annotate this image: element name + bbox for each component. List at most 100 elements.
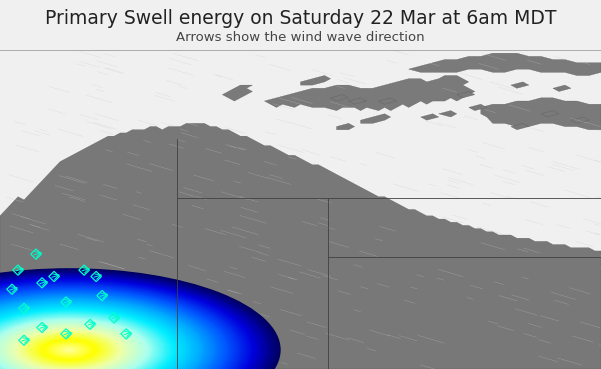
Polygon shape xyxy=(511,82,529,88)
Ellipse shape xyxy=(0,317,153,369)
Polygon shape xyxy=(409,53,601,76)
Polygon shape xyxy=(421,114,439,120)
Ellipse shape xyxy=(0,268,281,369)
Ellipse shape xyxy=(0,323,139,369)
Ellipse shape xyxy=(0,284,240,369)
Ellipse shape xyxy=(0,306,182,369)
Ellipse shape xyxy=(0,310,171,369)
Ellipse shape xyxy=(23,332,115,368)
Ellipse shape xyxy=(0,290,224,369)
Ellipse shape xyxy=(66,349,72,351)
Ellipse shape xyxy=(0,301,196,369)
Ellipse shape xyxy=(0,270,275,369)
Polygon shape xyxy=(264,76,475,111)
Ellipse shape xyxy=(0,272,272,369)
Ellipse shape xyxy=(0,319,148,369)
Ellipse shape xyxy=(11,328,127,369)
Ellipse shape xyxy=(32,336,106,364)
Ellipse shape xyxy=(0,318,151,369)
Polygon shape xyxy=(361,114,391,123)
Ellipse shape xyxy=(0,292,221,369)
Polygon shape xyxy=(349,98,367,104)
Ellipse shape xyxy=(15,329,123,369)
Ellipse shape xyxy=(0,305,185,369)
Ellipse shape xyxy=(6,325,132,369)
Ellipse shape xyxy=(63,347,76,352)
Ellipse shape xyxy=(22,332,117,368)
Ellipse shape xyxy=(20,331,118,369)
Ellipse shape xyxy=(0,297,205,369)
Ellipse shape xyxy=(0,309,175,369)
Ellipse shape xyxy=(0,280,251,369)
Polygon shape xyxy=(331,95,349,101)
Ellipse shape xyxy=(0,296,210,369)
Ellipse shape xyxy=(0,319,150,369)
Ellipse shape xyxy=(0,286,235,369)
Ellipse shape xyxy=(27,334,111,366)
Ellipse shape xyxy=(64,348,74,352)
Ellipse shape xyxy=(29,334,109,365)
Polygon shape xyxy=(571,117,589,123)
Ellipse shape xyxy=(0,287,231,369)
Ellipse shape xyxy=(1,324,138,369)
Ellipse shape xyxy=(48,342,90,358)
Ellipse shape xyxy=(0,285,237,369)
Ellipse shape xyxy=(8,326,130,369)
Ellipse shape xyxy=(41,339,97,361)
Polygon shape xyxy=(337,123,355,130)
Ellipse shape xyxy=(43,340,95,360)
Ellipse shape xyxy=(61,346,78,353)
Polygon shape xyxy=(379,98,397,104)
Ellipse shape xyxy=(0,304,189,369)
Text: Arrows show the wind wave direction: Arrows show the wind wave direction xyxy=(176,31,425,44)
Ellipse shape xyxy=(0,287,233,369)
Ellipse shape xyxy=(0,278,256,369)
Polygon shape xyxy=(541,111,559,117)
Ellipse shape xyxy=(50,342,88,357)
Ellipse shape xyxy=(0,274,266,369)
Ellipse shape xyxy=(10,327,129,369)
Ellipse shape xyxy=(47,341,91,359)
Ellipse shape xyxy=(0,270,277,369)
Ellipse shape xyxy=(0,321,145,369)
Ellipse shape xyxy=(45,341,93,359)
Ellipse shape xyxy=(55,345,83,355)
Ellipse shape xyxy=(0,320,147,369)
Ellipse shape xyxy=(0,314,160,369)
Ellipse shape xyxy=(0,300,198,369)
Ellipse shape xyxy=(0,304,187,369)
Ellipse shape xyxy=(0,288,230,369)
Ellipse shape xyxy=(68,349,70,351)
Polygon shape xyxy=(457,92,475,98)
Ellipse shape xyxy=(18,330,120,369)
Ellipse shape xyxy=(0,296,208,369)
Ellipse shape xyxy=(0,308,178,369)
Polygon shape xyxy=(553,85,571,92)
Ellipse shape xyxy=(0,292,219,369)
Ellipse shape xyxy=(0,322,141,369)
Ellipse shape xyxy=(36,337,102,363)
Ellipse shape xyxy=(0,273,268,369)
Ellipse shape xyxy=(2,324,136,369)
Ellipse shape xyxy=(25,333,113,367)
Ellipse shape xyxy=(0,272,270,369)
Ellipse shape xyxy=(0,283,242,369)
Ellipse shape xyxy=(0,289,228,369)
Ellipse shape xyxy=(0,274,265,369)
Ellipse shape xyxy=(0,297,207,369)
Ellipse shape xyxy=(0,317,155,369)
Ellipse shape xyxy=(4,325,134,369)
Ellipse shape xyxy=(0,315,159,369)
Ellipse shape xyxy=(0,316,157,369)
Ellipse shape xyxy=(0,289,226,369)
Ellipse shape xyxy=(0,271,273,369)
Polygon shape xyxy=(481,98,601,130)
Ellipse shape xyxy=(0,279,254,369)
Ellipse shape xyxy=(0,313,164,369)
Ellipse shape xyxy=(38,338,100,362)
Ellipse shape xyxy=(0,284,238,369)
Ellipse shape xyxy=(0,295,212,369)
Ellipse shape xyxy=(0,277,258,369)
Ellipse shape xyxy=(0,282,245,369)
Ellipse shape xyxy=(0,293,215,369)
